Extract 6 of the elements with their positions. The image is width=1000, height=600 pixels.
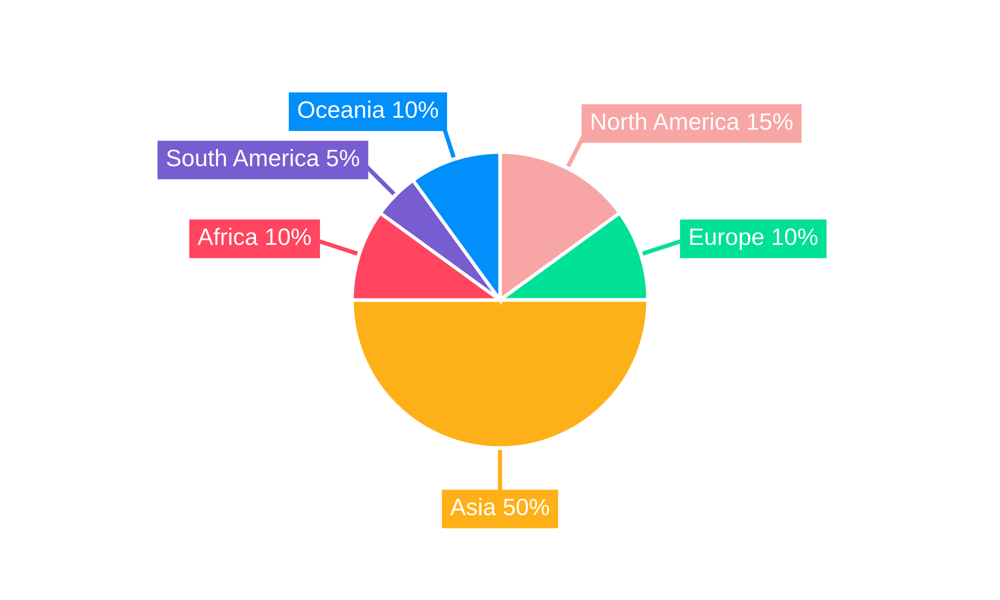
slice-label: Europe 10% [690,228,818,250]
slice-label: North America 15% [592,112,792,130]
slice-label: Asia 50% [450,498,550,516]
slice-label: Oceania 10% [298,100,438,118]
slice-label: Africa 10% [198,228,311,246]
slice-label: South America 5% [166,148,360,166]
